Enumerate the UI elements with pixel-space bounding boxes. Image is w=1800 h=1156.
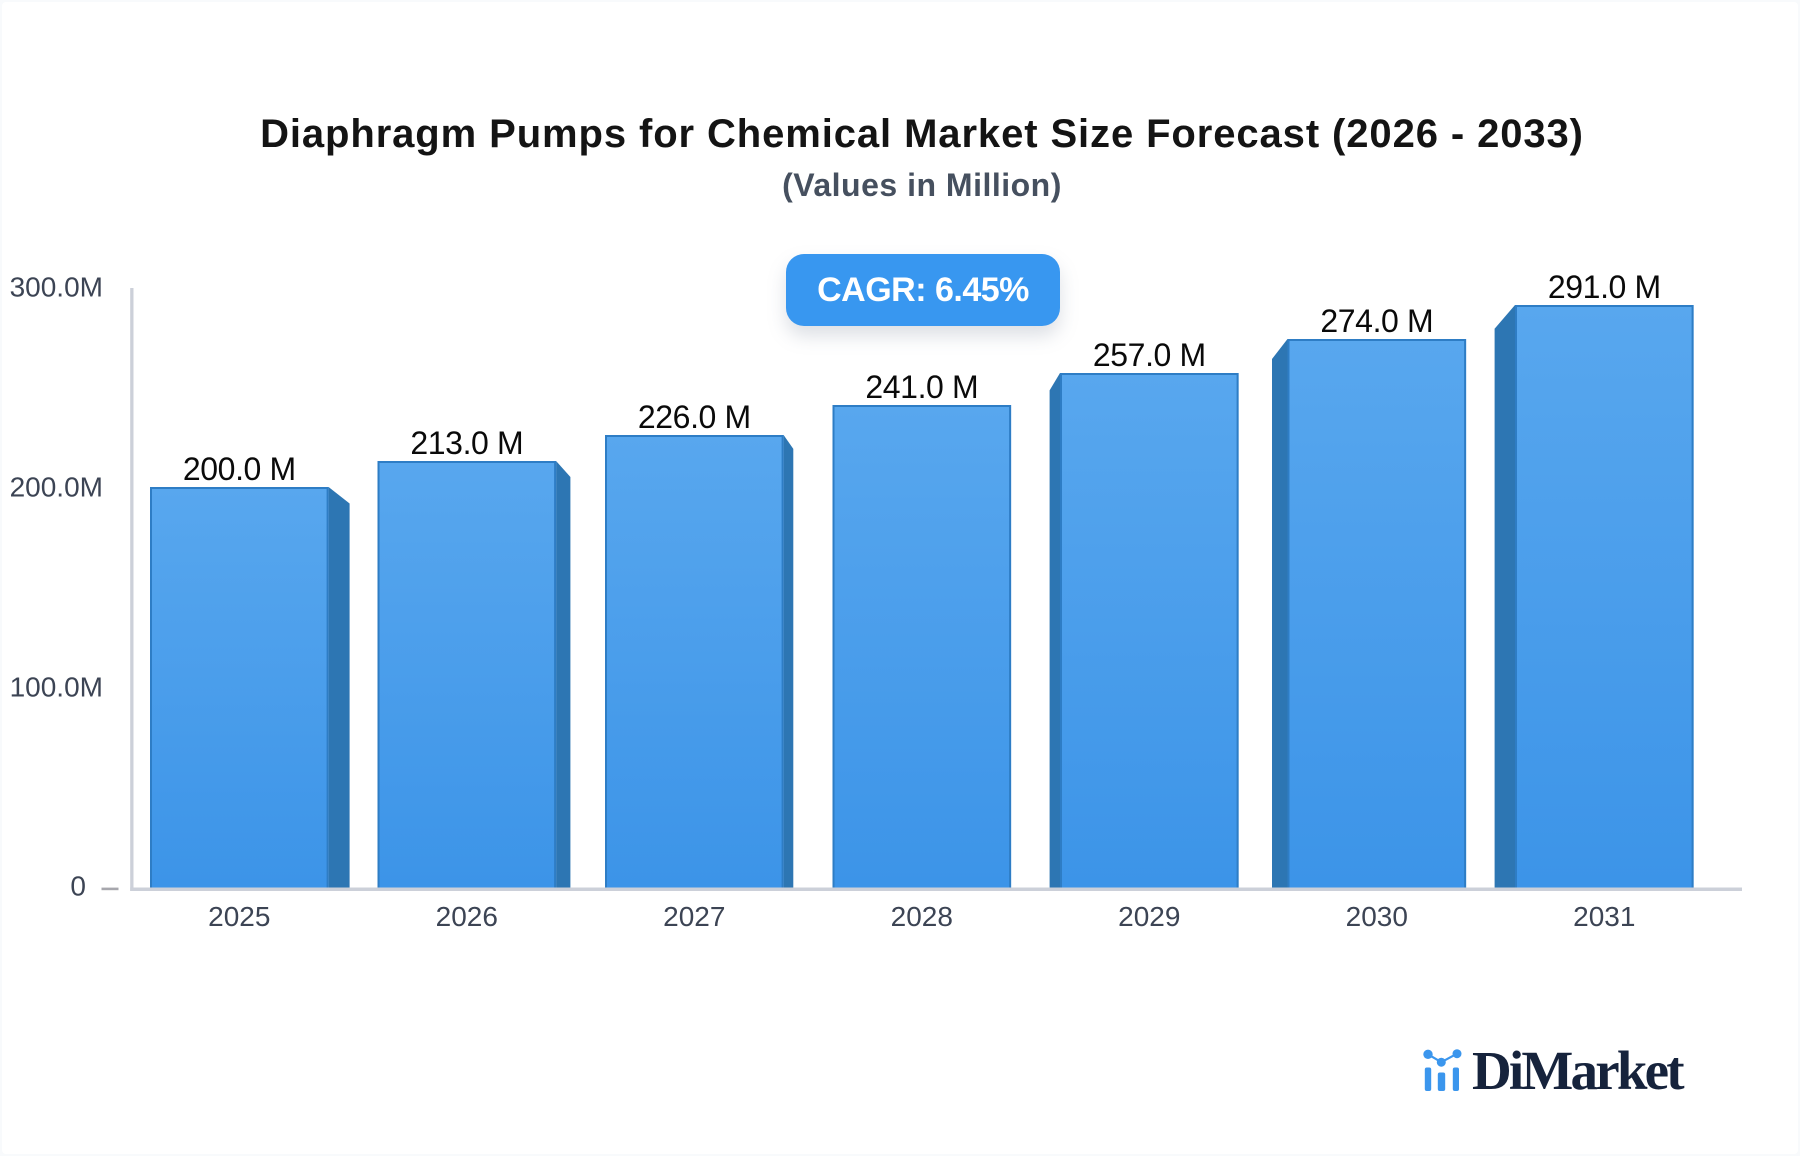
svg-text:100.0M: 100.0M xyxy=(10,672,103,703)
svg-text:213.0 M: 213.0 M xyxy=(410,425,523,461)
svg-text:200.0 M: 200.0 M xyxy=(183,451,296,487)
svg-text:200.0M: 200.0M xyxy=(10,472,103,503)
svg-text:291.0 M: 291.0 M xyxy=(1548,269,1661,305)
svg-text:2030: 2030 xyxy=(1346,901,1408,932)
svg-text:274.0 M: 274.0 M xyxy=(1320,303,1433,339)
svg-text:241.0 M: 241.0 M xyxy=(865,369,978,405)
svg-text:2026: 2026 xyxy=(436,901,498,932)
svg-text:226.0 M: 226.0 M xyxy=(638,399,751,435)
svg-text:2025: 2025 xyxy=(208,901,270,932)
svg-text:2028: 2028 xyxy=(891,901,953,932)
svg-text:2029: 2029 xyxy=(1118,901,1180,932)
svg-text:0: 0 xyxy=(70,871,86,902)
svg-text:257.0 M: 257.0 M xyxy=(1093,337,1206,373)
svg-text:2027: 2027 xyxy=(663,901,725,932)
svg-text:300.0M: 300.0M xyxy=(10,272,103,303)
svg-text:2031: 2031 xyxy=(1573,901,1635,932)
